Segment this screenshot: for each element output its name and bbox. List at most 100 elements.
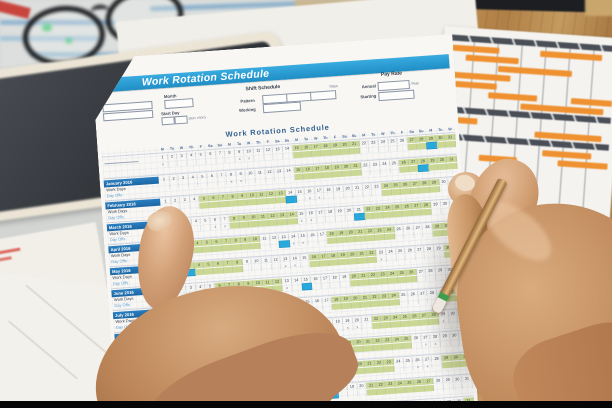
weekday-cell: Tu: [169, 146, 175, 151]
day-mark: [193, 246, 203, 253]
day-mark: [369, 278, 379, 285]
day-mark: x: [423, 363, 433, 370]
day-mark: [262, 264, 272, 271]
day-mark: x: [245, 154, 255, 161]
day-mark: [412, 209, 422, 216]
days-label: Days: [329, 83, 338, 89]
day-mark: [189, 180, 199, 187]
day-mark: [203, 246, 213, 253]
day-mark: [369, 146, 379, 153]
day-mark: [366, 234, 376, 241]
weekday-cell: M: [160, 147, 165, 152]
day-mark: [323, 171, 333, 178]
day-mark: [187, 158, 197, 165]
day-mark: [352, 169, 362, 176]
weekday-cell: Sa: [275, 139, 280, 144]
day-mark: x: [289, 240, 299, 247]
day-mark: [302, 283, 312, 290]
day-mark: [360, 146, 370, 153]
day-mark: [391, 321, 401, 328]
day-mark: [321, 149, 331, 156]
day-mark: [377, 388, 387, 395]
day-mark: [375, 234, 385, 241]
day-mark: [198, 180, 208, 187]
day-mark: [208, 179, 218, 186]
day-mark: [345, 214, 355, 221]
day-mark: [425, 384, 435, 391]
weekday-cell: W: [313, 136, 318, 141]
day-mark: x: [158, 160, 168, 167]
day-mark: [378, 277, 388, 284]
day-mark: [340, 280, 350, 287]
day-mark: [427, 142, 437, 149]
day-mark: [347, 236, 357, 243]
weekday-cell: Th: [188, 145, 194, 150]
day-mark: [260, 242, 270, 249]
day-mark: [200, 202, 210, 209]
day-mark: [409, 165, 419, 172]
day-mark: [380, 167, 390, 174]
gantt-bar: [557, 160, 608, 170]
day-mark: [396, 386, 406, 393]
day-mark: [257, 198, 267, 205]
day-mark: [302, 150, 312, 157]
day-mark: [396, 254, 406, 261]
day-mark: x: [377, 255, 387, 262]
day-mark: [230, 222, 240, 229]
weekday-cell: Tu: [438, 127, 443, 133]
day-mark: [294, 173, 304, 180]
month-label: Month: [163, 93, 177, 100]
weekday-cell: M: [362, 133, 366, 138]
weekday-cell: Su: [351, 133, 357, 139]
day-mark: [428, 164, 438, 171]
day-mark: [219, 200, 229, 207]
day-mark: [400, 166, 410, 173]
day-mark: [401, 188, 411, 195]
day-mark: [436, 141, 446, 148]
day-mark: [358, 257, 368, 264]
annual-label: Annual: [361, 83, 377, 90]
day-mark: [304, 172, 314, 179]
day-mark: x: [315, 194, 325, 201]
day-mark: [383, 211, 393, 218]
day-mark: [181, 203, 191, 210]
day-mark: [311, 282, 321, 289]
day-mark: [448, 162, 458, 169]
day-mark: [240, 221, 250, 228]
day-mark: [395, 232, 405, 239]
day-mark: [394, 365, 404, 372]
day-mark: [446, 140, 456, 147]
day-mark: [364, 212, 374, 219]
glasses-bridge: [90, 4, 110, 18]
day-mark: [192, 224, 202, 231]
desk-corner: [585, 0, 612, 16]
day-mark: [380, 299, 390, 306]
day-mark: [339, 258, 349, 265]
day-mark: [238, 199, 248, 206]
day-mark: [405, 386, 415, 393]
shift-schedule-label: Shift Schedule: [245, 83, 281, 93]
day-mark: [324, 193, 334, 200]
day-mark: [385, 233, 395, 240]
day-mark: [170, 182, 180, 189]
weekday-cell: F: [266, 139, 270, 145]
day-mark: [374, 344, 384, 351]
day-mark: [252, 264, 262, 271]
day-mark: x: [291, 261, 301, 268]
lead-underline: [104, 161, 138, 164]
day-mark: [372, 190, 382, 197]
day-mark: [332, 303, 342, 310]
day-mark: [312, 150, 322, 157]
day-mark: [411, 187, 421, 194]
day-mark: [350, 279, 360, 286]
day-mark: [216, 156, 226, 163]
weekday-cell: Sa: [207, 143, 213, 149]
working-label: Working: [238, 106, 256, 113]
day-mark: [398, 144, 408, 151]
day-mark: [351, 301, 361, 308]
day-mark: x: [299, 239, 309, 246]
day-mark: [372, 322, 382, 329]
day-mark: [357, 389, 367, 396]
day-mark: x: [413, 363, 423, 370]
